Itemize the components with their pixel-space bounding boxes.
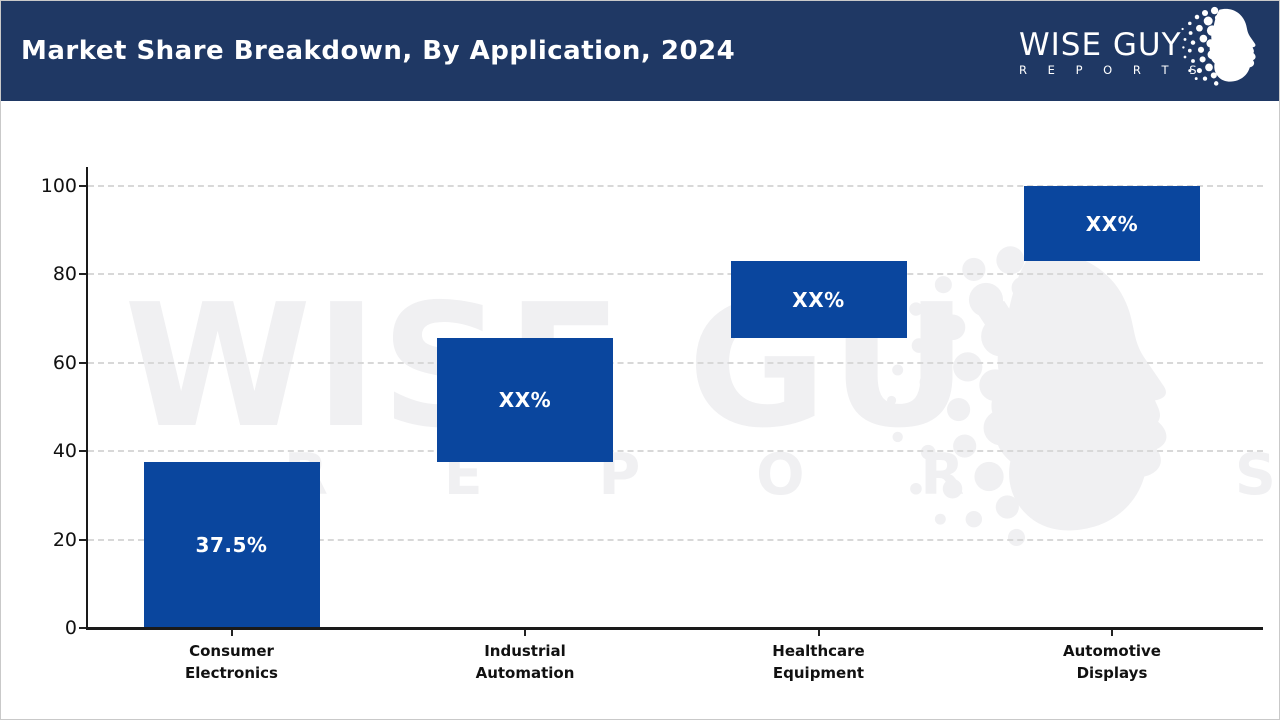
bar-value-label: XX% [498, 388, 552, 413]
category-label: Healthcare Equipment [772, 642, 865, 682]
x-axis-tick-mark [230, 629, 233, 636]
bar-value-label: XX% [1085, 211, 1139, 236]
x-axis-tick-mark [817, 629, 820, 636]
x-axis-line [86, 627, 1263, 630]
bar-automotive-displays: XX% [1024, 186, 1200, 262]
y-axis-tick-label: 80 [52, 263, 77, 286]
page-title: Market Share Breakdown, By Application, … [21, 36, 736, 66]
x-axis-tick-mark [524, 629, 526, 636]
bar-industrial-automation: XX% [437, 338, 613, 463]
wise-guy-logo: WISE GUY R E P O R T S [1019, 7, 1259, 95]
logo-subtitle: R E P O R T S [1019, 62, 1205, 77]
gridline-y80 [88, 273, 1263, 276]
gridline-y40 [88, 450, 1263, 453]
y-axis-line [86, 167, 88, 630]
category-label: Consumer Electronics [185, 642, 278, 682]
y-axis-tick-label: 40 [52, 440, 77, 463]
gridline-y100 [88, 185, 1263, 187]
category-label: Automotive Displays [1063, 642, 1161, 682]
y-axis-tick-mark [79, 185, 87, 187]
y-axis-tick-mark [79, 450, 87, 453]
dotted-head-icon [1175, 5, 1259, 93]
bar-value-label: XX% [792, 287, 845, 312]
y-axis-tick-label: 60 [52, 351, 77, 374]
logo-name: WISE GUY [1019, 27, 1182, 64]
bar-value-label: 37.5% [195, 533, 268, 558]
header-bar: Market Share Breakdown, By Application, … [1, 1, 1279, 101]
bar-consumer-electronics: 37.5% [143, 462, 320, 628]
gridline-y60 [88, 361, 1263, 364]
x-axis-tick-mark [1111, 629, 1113, 636]
y-axis-tick-label: 0 [64, 617, 77, 639]
gridline-y20 [88, 538, 1263, 541]
y-axis-tick-mark [79, 361, 87, 364]
category-label: Industrial Automation [475, 642, 575, 682]
y-axis-tick-mark [79, 273, 87, 276]
bar-healthcare-equipment: XX% [730, 261, 907, 339]
y-axis-tick-label: 100 [40, 175, 77, 197]
logo-text: WISE GUY R E P O R T S [1019, 29, 1205, 77]
y-axis-tick-label: 20 [52, 528, 77, 551]
y-axis-tick-mark [79, 627, 87, 629]
y-axis-tick-mark [79, 538, 87, 541]
